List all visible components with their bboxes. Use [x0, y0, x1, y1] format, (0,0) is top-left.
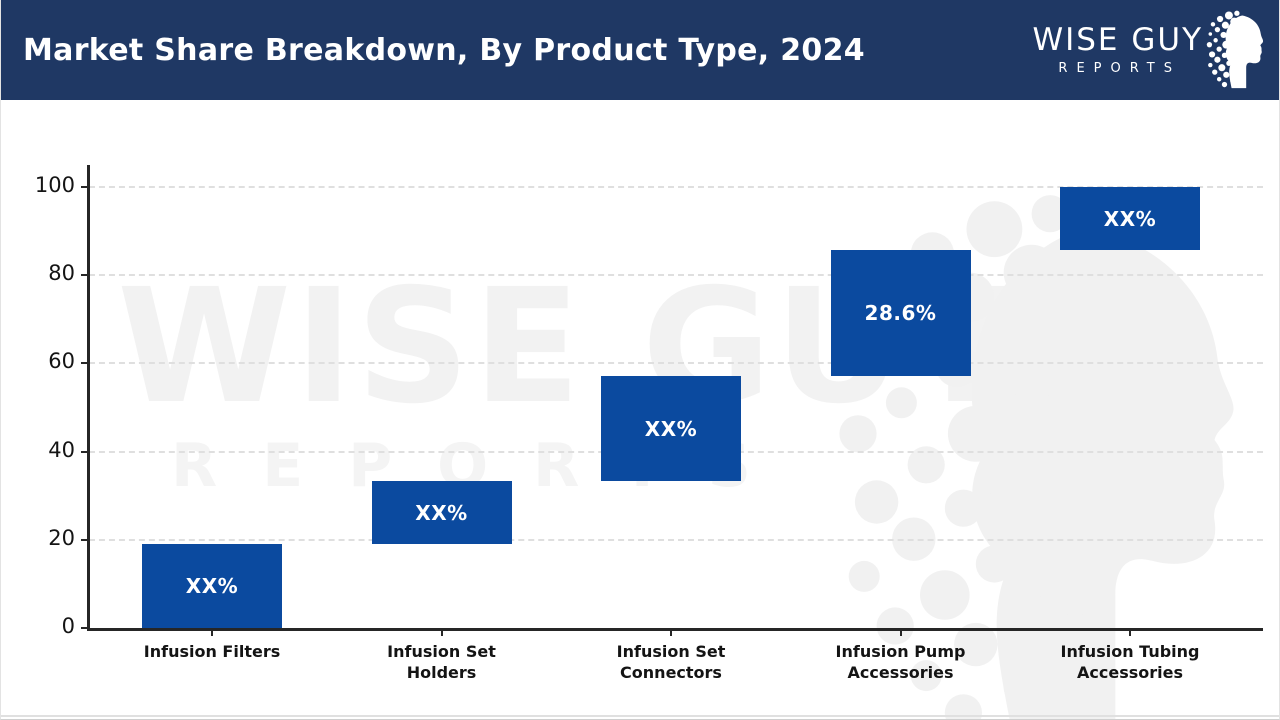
- bar-value-label: XX%: [644, 416, 698, 441]
- logo-head-icon: [1205, 9, 1267, 91]
- bar-infusion-pump-accessories: 28.6%: [830, 250, 971, 377]
- header: Market Share Breakdown, By Product Type,…: [1, 0, 1279, 100]
- y-tick-mark: [81, 627, 89, 629]
- y-axis-line: [87, 164, 90, 631]
- bar-value-label: XX%: [415, 500, 468, 525]
- x-axis-line: [87, 628, 1263, 631]
- x-tick-mark: [1129, 628, 1131, 636]
- y-tick-mark: [81, 362, 89, 365]
- y-tick-label: 60: [48, 349, 75, 374]
- bar-value-label: XX%: [1103, 206, 1157, 231]
- gridline-80: [89, 274, 1263, 277]
- y-tick-mark: [81, 450, 89, 453]
- bar-infusion-filters: XX%: [142, 544, 282, 628]
- bar-infusion-set-connectors: XX%: [601, 376, 741, 482]
- bar-infusion-set-holders: XX%: [371, 481, 512, 545]
- x-tick-mark: [670, 628, 672, 636]
- x-category-label: Infusion Pump Accessories: [835, 642, 966, 683]
- y-tick-mark: [81, 274, 89, 277]
- y-tick-mark: [81, 186, 89, 188]
- gridline-20: [89, 538, 1263, 541]
- x-category-label: Infusion Set Holders: [387, 642, 496, 683]
- gridline-100: [89, 186, 1263, 188]
- bar-infusion-tubing-accessories: XX%: [1060, 187, 1200, 251]
- logo-text: WISE GUY REPORTS: [1032, 21, 1203, 76]
- logo-wordmark: WISE GUY: [1032, 21, 1203, 58]
- bottom-divider: [1, 715, 1279, 717]
- y-tick-label: 40: [48, 437, 75, 462]
- x-category-label: Infusion Set Connectors: [616, 642, 726, 683]
- y-tick-label: 0: [61, 614, 75, 638]
- x-tick-mark: [211, 628, 213, 636]
- x-category-label: Infusion Filters: [143, 642, 281, 661]
- gridline-60: [89, 362, 1263, 365]
- wise-guy-reports-logo: WISE GUY REPORTS: [1032, 9, 1267, 91]
- x-category-label: Infusion Tubing Accessories: [1060, 642, 1200, 683]
- bar-value-label: 28.6%: [864, 301, 937, 326]
- y-tick-mark: [81, 538, 89, 541]
- chart-title: Market Share Breakdown, By Product Type,…: [23, 32, 865, 68]
- y-tick-label: 20: [48, 525, 75, 550]
- y-tick-label: 100: [34, 173, 75, 197]
- bar-value-label: XX%: [185, 574, 239, 599]
- logo-subtext: REPORTS: [1058, 60, 1182, 76]
- x-tick-mark: [440, 628, 443, 636]
- x-tick-mark: [899, 628, 902, 636]
- y-tick-label: 80: [48, 261, 75, 286]
